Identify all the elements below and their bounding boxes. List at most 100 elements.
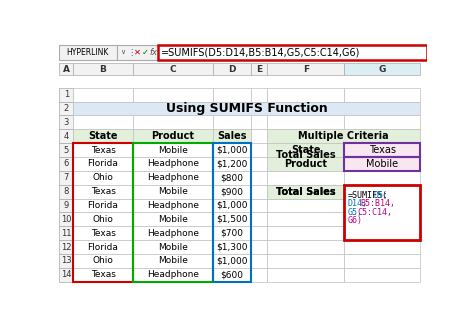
Text: C: C (170, 65, 176, 74)
Bar (213, 268, 251, 282)
Text: Texas: Texas (369, 145, 396, 155)
Text: 10: 10 (61, 215, 72, 224)
Bar (59, 157, 73, 171)
Text: Using SUMIFS Function: Using SUMIFS Function (166, 102, 328, 115)
Text: A: A (63, 65, 70, 74)
Bar (267, 185, 345, 198)
Text: Mobile: Mobile (158, 243, 188, 252)
Bar (59, 116, 73, 129)
Text: Mobile: Mobile (158, 187, 188, 196)
Text: 1: 1 (64, 90, 69, 99)
Text: 13: 13 (61, 256, 72, 265)
Bar (213, 143, 251, 282)
Text: Texas: Texas (91, 270, 116, 279)
Bar (59, 254, 73, 268)
Bar (267, 157, 345, 171)
Bar (133, 240, 213, 254)
Bar (345, 171, 420, 185)
Text: Headphone: Headphone (147, 270, 199, 279)
Bar (267, 129, 420, 143)
Text: 2: 2 (64, 104, 69, 113)
Text: State: State (291, 145, 320, 155)
Bar (267, 185, 345, 198)
Bar (251, 63, 267, 75)
Text: 11: 11 (61, 229, 72, 238)
Text: =SUMIFS(D5:D14,B5:B14,G5,C5:C14,G6): =SUMIFS(D5:D14,B5:B14,G5,C5:C14,G6) (161, 47, 360, 57)
Bar (251, 157, 267, 171)
Text: =SUMIFS(: =SUMIFS( (347, 191, 388, 200)
Text: D5:: D5: (374, 191, 389, 200)
Bar (59, 226, 73, 240)
Text: ✕: ✕ (134, 48, 141, 57)
Text: ✓: ✓ (142, 48, 149, 57)
Text: Headphone: Headphone (147, 173, 199, 182)
Bar (133, 88, 213, 101)
Bar (73, 212, 133, 226)
Text: B5:B14,: B5:B14, (361, 199, 396, 208)
Text: $700: $700 (220, 229, 244, 238)
Text: 9: 9 (64, 201, 69, 210)
Text: Ohio: Ohio (92, 256, 113, 265)
Bar (213, 198, 251, 212)
Bar (59, 185, 73, 198)
Bar (133, 226, 213, 240)
Text: $1,200: $1,200 (217, 159, 248, 168)
Bar (267, 268, 345, 282)
Bar (59, 268, 73, 282)
Bar (133, 171, 213, 185)
Bar (213, 185, 251, 198)
Bar (213, 129, 251, 143)
Text: Product: Product (284, 159, 327, 169)
Bar (345, 88, 420, 101)
Text: Texas: Texas (91, 146, 116, 155)
Bar (73, 157, 133, 171)
Bar (267, 226, 345, 240)
Text: Mobile: Mobile (158, 256, 188, 265)
Bar (133, 254, 213, 268)
Bar (59, 143, 73, 157)
Bar (73, 198, 133, 212)
Bar (251, 143, 267, 157)
Text: Ohio: Ohio (92, 215, 113, 224)
Bar (118, 44, 158, 60)
Text: ⋮: ⋮ (128, 48, 136, 57)
Bar (213, 212, 251, 226)
Bar (345, 226, 420, 240)
Bar (59, 63, 73, 75)
Bar (345, 143, 420, 157)
Text: Mobile: Mobile (366, 159, 399, 169)
Bar (345, 198, 420, 212)
Text: C5:C14,: C5:C14, (357, 208, 392, 217)
Bar (158, 44, 427, 60)
Text: F: F (302, 65, 309, 74)
Text: Mobile: Mobile (158, 146, 188, 155)
Bar (267, 63, 345, 75)
Bar (73, 88, 133, 101)
Bar (59, 129, 73, 143)
Text: E: E (256, 65, 262, 74)
Bar (133, 212, 213, 226)
Text: Product: Product (151, 131, 194, 141)
Text: 7: 7 (64, 173, 69, 182)
Bar (73, 185, 133, 198)
Bar (59, 44, 118, 60)
Bar (73, 268, 133, 282)
Bar (345, 157, 420, 171)
Bar (213, 171, 251, 185)
Bar (133, 157, 213, 171)
Text: $1,000: $1,000 (216, 146, 248, 155)
Text: 5: 5 (64, 146, 69, 155)
Text: $800: $800 (220, 173, 244, 182)
Bar (73, 143, 133, 157)
Text: ∨: ∨ (120, 49, 125, 55)
Text: Sales: Sales (217, 131, 247, 141)
Bar (345, 116, 420, 129)
Text: fx: fx (149, 48, 157, 57)
Bar (73, 101, 420, 116)
Bar (345, 240, 420, 254)
Bar (133, 268, 213, 282)
Text: G: G (379, 65, 386, 74)
Bar (133, 185, 213, 198)
Text: Mobile: Mobile (158, 215, 188, 224)
Bar (213, 157, 251, 171)
